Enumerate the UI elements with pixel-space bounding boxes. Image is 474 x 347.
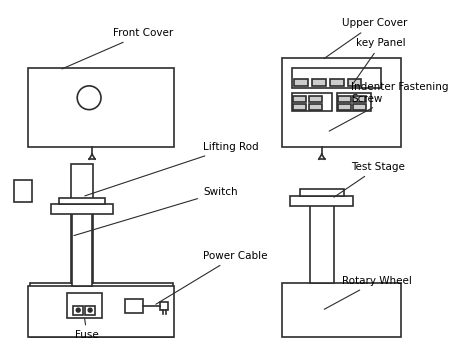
Text: Upper Cover: Upper Cover (324, 18, 407, 59)
Bar (300, 189, 344, 196)
Text: Indenter Fastening
Screw: Indenter Fastening Screw (329, 82, 449, 131)
Bar (52, 204, 113, 214)
Bar (290, 196, 354, 206)
Bar (85, 306, 95, 315)
Text: Test Stage: Test Stage (334, 162, 405, 197)
Text: Front Cover: Front Cover (62, 28, 173, 69)
Text: Rotary Wheel: Rotary Wheel (324, 276, 411, 309)
Circle shape (88, 308, 92, 312)
Bar (30, 283, 173, 337)
Text: Power Cable: Power Cable (156, 251, 267, 304)
Bar (337, 104, 350, 110)
Bar (73, 306, 83, 315)
Bar (312, 79, 326, 86)
Bar (282, 58, 401, 147)
Bar (294, 79, 308, 86)
Bar (59, 198, 105, 204)
Bar (72, 212, 92, 286)
Bar (67, 293, 102, 318)
Bar (27, 68, 174, 147)
Bar (293, 104, 306, 110)
Text: Fuse: Fuse (75, 318, 99, 340)
Bar (125, 299, 143, 313)
Text: Lifting Rod: Lifting Rod (85, 142, 259, 196)
Circle shape (76, 308, 80, 312)
Bar (354, 96, 366, 102)
Bar (14, 180, 32, 202)
Bar (292, 93, 332, 111)
Text: key Panel: key Panel (353, 38, 406, 84)
Bar (354, 104, 366, 110)
Bar (337, 93, 371, 111)
Text: Switch: Switch (74, 187, 237, 236)
Bar (310, 204, 334, 283)
Bar (71, 164, 93, 283)
Bar (160, 302, 168, 310)
Bar (27, 286, 174, 337)
Bar (282, 283, 401, 337)
Bar (309, 96, 322, 102)
Bar (330, 79, 344, 86)
Bar (309, 104, 322, 110)
Bar (293, 96, 306, 102)
Bar (292, 68, 381, 88)
Bar (347, 79, 361, 86)
Bar (337, 96, 350, 102)
